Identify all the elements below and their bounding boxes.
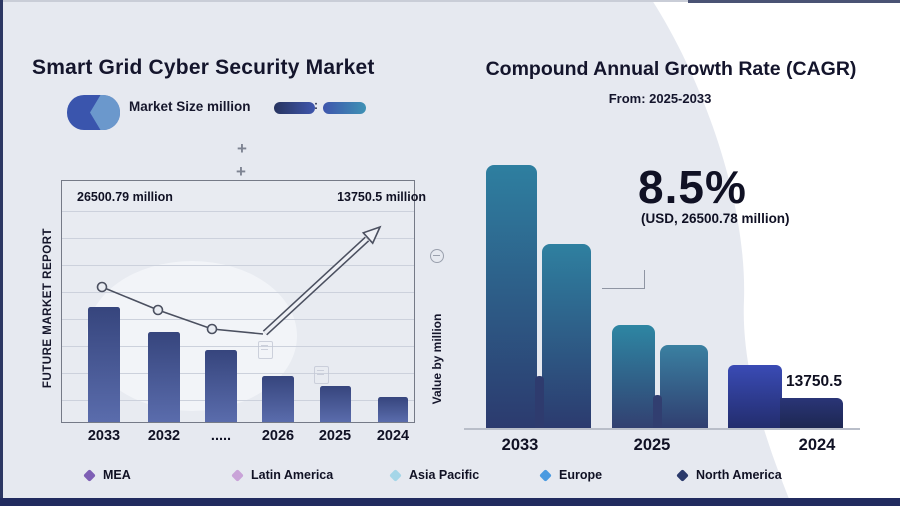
cagr-detail: (USD, 26500.78 million): [641, 211, 790, 226]
legend-diamond-icon: [676, 468, 689, 482]
document-icon: [258, 341, 273, 359]
corner-bracket-icon: [602, 270, 645, 289]
cagr-x-axis: [464, 428, 860, 430]
bar-data-label: 13750.5: [786, 373, 843, 390]
x-tick-2033: 2033: [87, 428, 121, 444]
gridline: [62, 346, 414, 347]
legend-item-latin-america: Latin America: [231, 466, 334, 484]
legend-item-mea: MEA: [83, 466, 131, 484]
cagr-tick-2025: 2025: [633, 436, 671, 454]
plus-icon: +: [236, 162, 246, 181]
legend-label: MEA: [103, 468, 131, 482]
gridline: [62, 373, 414, 374]
value-axis-label: Value by million: [430, 313, 444, 405]
bar-2032: [148, 332, 180, 422]
plus-icon: +: [237, 139, 247, 158]
x-tick-2024: 2024: [376, 428, 410, 444]
legend-label: Latin America: [251, 468, 334, 482]
gridline: [62, 292, 414, 293]
gridline: [62, 319, 414, 320]
cagr-bar-2025-secondary: [660, 345, 708, 430]
cagr-subtitle: From: 2025-2033: [608, 91, 712, 106]
legend-diamond-icon: [83, 468, 96, 482]
market-size-icon: [67, 95, 120, 130]
cagr-title: Compound Annual Growth Rate (CAGR): [485, 58, 857, 80]
bar-2025: [320, 386, 351, 422]
gridline: [62, 265, 414, 266]
ratio-pill-left-icon: [274, 102, 315, 114]
left-accent-strip: [0, 0, 3, 506]
legend-item-asia-pacific: Asia Pacific: [389, 466, 480, 484]
document-icon: [314, 366, 329, 384]
cagr-bar-2025-base: [653, 395, 662, 430]
cagr-tick-2024: 2024: [798, 436, 836, 454]
ratio-separator: :: [314, 98, 318, 112]
bar-mid: [205, 350, 237, 422]
market-size-icon-facet: [90, 95, 120, 130]
legend-item-europe: Europe: [539, 466, 603, 484]
top-hairline: [0, 0, 690, 2]
x-tick-2026: 2026: [261, 428, 295, 444]
gridline: [62, 211, 414, 212]
minus-circle-icon: [430, 249, 444, 263]
x-tick-ellipsis: .....: [210, 428, 232, 444]
cagr-bar-2024-primary: [728, 365, 782, 430]
x-tick-2025: 2025: [318, 428, 352, 444]
gridline: [62, 238, 414, 239]
ratio-pill-right-icon: [323, 102, 366, 114]
market-size-chart-panel: 26500.79 million 13750.5 million: [61, 180, 426, 423]
cagr-bar-2025-primary: [612, 325, 655, 430]
gridline: [62, 400, 414, 401]
top-accent-line: [688, 0, 900, 3]
legend-label: Asia Pacific: [409, 468, 480, 482]
chart-start-annotation: 26500.79 million: [77, 190, 173, 204]
bottom-accent-bar: [0, 498, 900, 506]
bar-2033: [88, 307, 120, 422]
cagr-bar-2024-secondary: [780, 398, 843, 430]
vertical-watermark-text: FUTURE MARKET REPORT: [42, 227, 54, 389]
legend-diamond-icon: [231, 468, 244, 482]
chart-end-annotation: 13750.5 million: [337, 190, 426, 204]
x-tick-2032: 2032: [147, 428, 181, 444]
legend-diamond-icon: [389, 468, 402, 482]
trend-line-and-growth-arrow-icon: [96, 225, 382, 336]
legend-item-north-america: North America: [676, 466, 782, 484]
bar-2026: [262, 376, 294, 422]
cagr-bar-2033-primary: [486, 165, 537, 430]
bar-2024: [378, 397, 408, 422]
legend-label: North America: [696, 468, 782, 482]
cagr-bar-2033-secondary: [542, 244, 591, 430]
page-title: Smart Grid Cyber Security Market: [32, 56, 375, 79]
cagr-tick-2033: 2033: [501, 436, 539, 454]
cagr-bar-2033-base: [535, 376, 544, 430]
market-size-label: Market Size million: [129, 99, 251, 114]
legend-diamond-icon: [539, 468, 552, 482]
cagr-value: 8.5%: [638, 161, 747, 213]
legend-label: Europe: [559, 468, 603, 482]
